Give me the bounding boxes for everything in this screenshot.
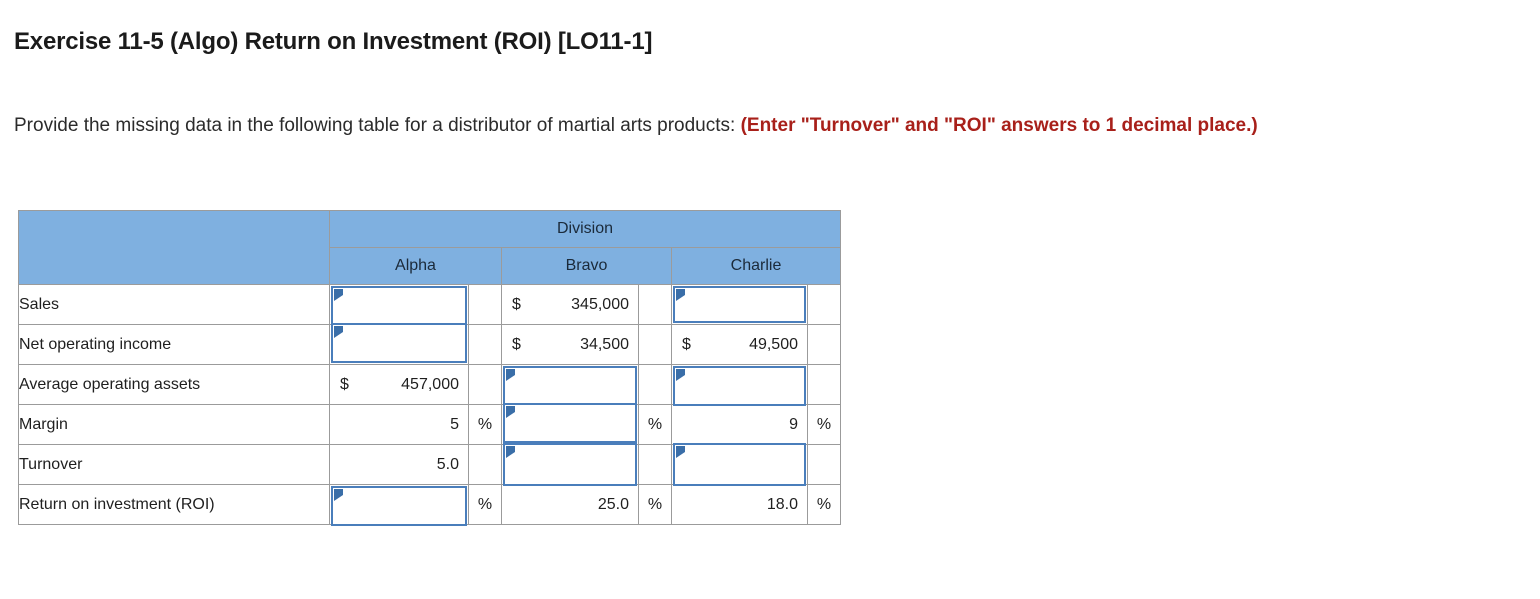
roi-table: Division Alpha Bravo Charlie Sales $345,0…: [18, 210, 841, 526]
unit-cell-bravo-row-3: [638, 364, 672, 405]
cell-value: 5.0: [436, 455, 459, 473]
value-content: 18.0: [672, 485, 807, 524]
value-content: 9: [672, 405, 807, 444]
unit-cell-alpha-row-1: [468, 284, 502, 325]
header-column-charlie: Charlie: [671, 247, 841, 285]
table-header-row-group: Division: [18, 210, 841, 285]
value-content: $457,000: [330, 365, 468, 404]
answer-input-charlie-turnover[interactable]: [673, 443, 806, 486]
value-content: $34,500: [502, 325, 638, 364]
table-row: Return on investment (ROI)% 25.0% 18.0%: [18, 484, 841, 526]
row-label-turnover: Turnover: [18, 444, 330, 485]
value-cell-bravo-row-6: 25.0: [501, 484, 639, 525]
value-cell-bravo-row-1: $345,000: [501, 284, 639, 325]
instructions-emphasis-text: (Enter "Turnover" and "ROI" answers to 1…: [740, 115, 1258, 136]
cell-value: 18.0: [766, 495, 798, 513]
answer-input-bravo-turnover[interactable]: [503, 443, 637, 486]
row-label-return-on-investment-roi: Return on investment (ROI): [18, 484, 330, 525]
unit-cell-bravo-row-4: %: [638, 404, 672, 445]
answer-input-cell-bravo-row-4[interactable]: [501, 403, 639, 445]
answer-input-cell-charlie-row-3[interactable]: [671, 364, 808, 406]
unit-cell-charlie-row-2: [807, 324, 841, 365]
value-content: 5: [330, 405, 468, 444]
value-cell-bravo-row-2: $34,500: [501, 324, 639, 365]
row-label-margin: Margin: [18, 404, 330, 445]
value-content: $49,500: [672, 325, 807, 364]
answer-input-cell-alpha-row-2[interactable]: [329, 323, 469, 365]
cell-value: 457,000: [401, 375, 459, 393]
answer-input-alpha-net-operating-income[interactable]: [331, 323, 467, 363]
value-content: 25.0: [502, 485, 638, 524]
answer-input-cell-charlie-row-5[interactable]: [671, 443, 808, 486]
answer-input-charlie-sales[interactable]: [673, 286, 806, 323]
row-label-average-operating-assets: Average operating assets: [18, 364, 330, 405]
unit-cell-alpha-row-5: [468, 444, 502, 485]
answer-input-bravo-average-operating-assets[interactable]: [503, 366, 637, 406]
currency-symbol: $: [340, 375, 349, 393]
currency-symbol: $: [682, 335, 691, 353]
value-cell-alpha-row-3: $457,000: [329, 364, 469, 405]
unit-cell-bravo-row-1: [638, 284, 672, 325]
unit-cell-charlie-row-5: [807, 444, 841, 485]
unit-cell-bravo-row-5: [638, 444, 672, 485]
value-cell-charlie-row-2: $49,500: [671, 324, 808, 365]
page-title: Exercise 11-5 (Algo) Return on Investmen…: [14, 28, 653, 55]
answer-input-cell-alpha-row-1[interactable]: [329, 284, 469, 326]
cell-value: 9: [789, 415, 798, 433]
table-body: Sales $345,000 Net operating income $34,500…: [18, 284, 841, 526]
currency-symbol: $: [512, 335, 521, 353]
value-cell-alpha-row-4: 5: [329, 404, 469, 445]
roi-table-wrapper: Division Alpha Bravo Charlie Sales $345,0…: [18, 210, 841, 526]
answer-input-alpha-sales[interactable]: [331, 286, 467, 326]
answer-input-cell-bravo-row-5[interactable]: [501, 443, 639, 486]
cell-value: 345,000: [571, 295, 629, 313]
unit-cell-charlie-row-1: [807, 284, 841, 325]
unit-cell-alpha-row-4: %: [468, 404, 502, 445]
header-corner-blank: [18, 210, 330, 285]
unit-cell-charlie-row-4: %: [807, 404, 841, 445]
value-content: 5.0: [330, 445, 468, 484]
value-cell-charlie-row-6: 18.0: [671, 484, 808, 525]
table-row: Sales $345,000: [18, 284, 841, 326]
unit-cell-charlie-row-6: %: [807, 484, 841, 525]
header-division-group: Division: [329, 210, 841, 248]
table-header-row-columns: Alpha Bravo Charlie: [19, 247, 841, 285]
cell-value: 49,500: [749, 335, 798, 353]
instructions: Provide the missing data in the followin…: [14, 112, 1494, 140]
header-column-alpha: Alpha: [329, 247, 502, 285]
unit-cell-alpha-row-2: [468, 324, 502, 365]
currency-symbol: $: [512, 295, 521, 313]
table-row: Turnover 5.0: [18, 443, 841, 486]
answer-input-cell-alpha-row-6[interactable]: [329, 484, 469, 526]
answer-input-cell-bravo-row-3[interactable]: [501, 364, 639, 406]
header-column-bravo: Bravo: [501, 247, 672, 285]
row-label-net-operating-income: Net operating income: [18, 324, 330, 365]
value-cell-alpha-row-5: 5.0: [329, 444, 469, 485]
instructions-plain-text: Provide the missing data in the followin…: [14, 115, 741, 136]
table-row: Margin 5%% 9%: [18, 403, 841, 445]
value-cell-charlie-row-4: 9: [671, 404, 808, 445]
unit-cell-bravo-row-2: [638, 324, 672, 365]
answer-input-charlie-average-operating-assets[interactable]: [673, 366, 806, 406]
unit-cell-charlie-row-3: [807, 364, 841, 405]
value-content: $345,000: [502, 285, 638, 324]
unit-cell-alpha-row-6: %: [468, 484, 502, 525]
table-head: Division Alpha Bravo Charlie: [18, 210, 841, 285]
unit-cell-alpha-row-3: [468, 364, 502, 405]
table-row: Average operating assets $457,000: [18, 364, 841, 406]
table-row: Net operating income $34,500 $49,500: [18, 323, 841, 365]
cell-value: 34,500: [580, 335, 629, 353]
answer-input-alpha-return-on-investment-roi[interactable]: [331, 486, 467, 526]
cell-value: 25.0: [597, 495, 629, 513]
answer-input-bravo-margin[interactable]: [503, 403, 637, 443]
cell-value: 5: [450, 415, 459, 433]
unit-cell-bravo-row-6: %: [638, 484, 672, 525]
row-label-sales: Sales: [18, 284, 330, 325]
answer-input-cell-charlie-row-1[interactable]: [671, 284, 808, 325]
